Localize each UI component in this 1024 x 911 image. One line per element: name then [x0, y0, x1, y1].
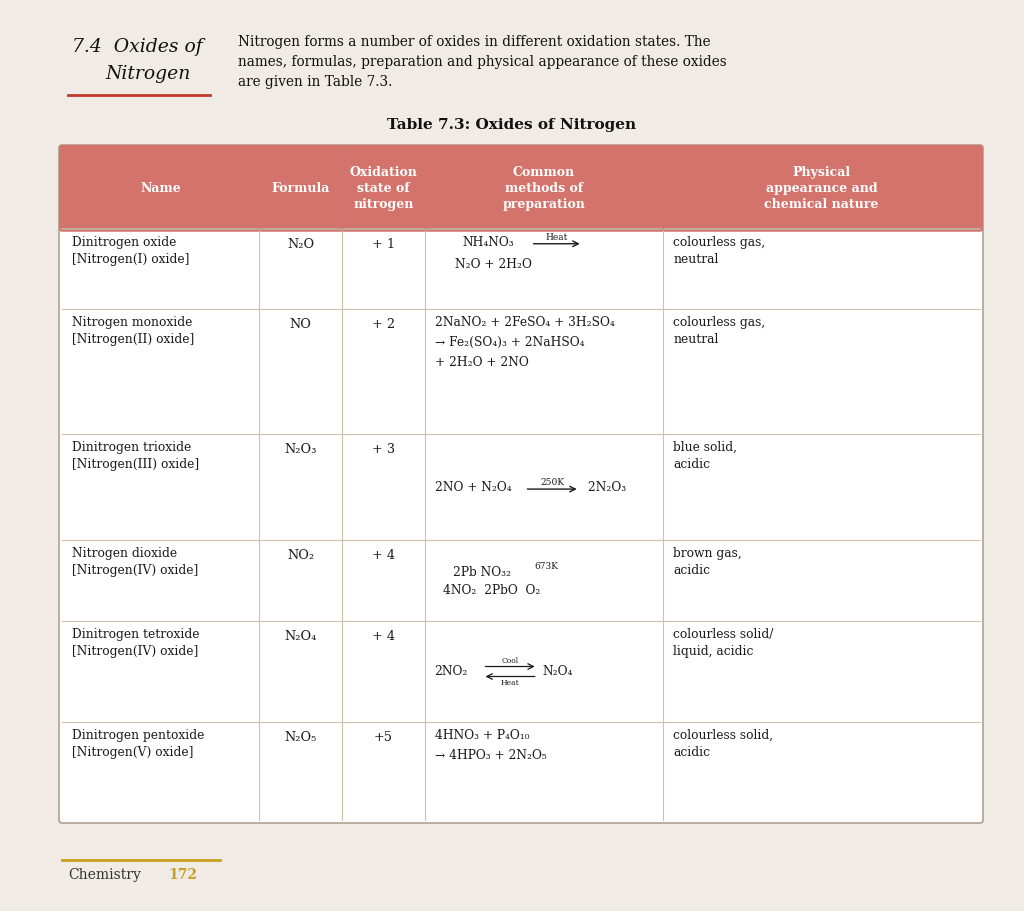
Text: Physical
appearance and
chemical nature: Physical appearance and chemical nature — [765, 166, 879, 210]
Text: 2N₂O₃: 2N₂O₃ — [584, 481, 626, 494]
Text: NO₂: NO₂ — [287, 549, 314, 562]
Text: colourless solid,
acidic: colourless solid, acidic — [674, 729, 773, 759]
FancyBboxPatch shape — [59, 145, 983, 823]
Text: 172: 172 — [168, 868, 197, 882]
Text: +5: +5 — [374, 732, 393, 744]
Text: + 4: + 4 — [372, 630, 395, 643]
Text: N₂O₄: N₂O₄ — [543, 665, 573, 678]
Text: Chemistry: Chemistry — [68, 868, 141, 882]
Text: brown gas,
acidic: brown gas, acidic — [674, 548, 742, 577]
Text: colourless solid/
liquid, acidic: colourless solid/ liquid, acidic — [674, 628, 774, 658]
Text: N₂O₅: N₂O₅ — [285, 732, 316, 744]
Text: colourless gas,
neutral: colourless gas, neutral — [674, 316, 766, 346]
Text: 4NO₂  2PbO  O₂: 4NO₂ 2PbO O₂ — [442, 585, 540, 598]
Text: Table 7.3: Oxides of Nitrogen: Table 7.3: Oxides of Nitrogen — [387, 118, 637, 132]
Text: NO: NO — [290, 318, 311, 331]
Text: colourless gas,
neutral: colourless gas, neutral — [674, 236, 766, 266]
Text: N₂O: N₂O — [287, 238, 314, 251]
Text: + 3: + 3 — [372, 443, 395, 456]
Text: are given in Table 7.3.: are given in Table 7.3. — [238, 75, 392, 89]
Text: 673K: 673K — [535, 562, 559, 571]
Text: blue solid,
acidic: blue solid, acidic — [674, 441, 737, 471]
Text: 250K: 250K — [540, 478, 564, 487]
Text: Cool: Cool — [502, 657, 519, 664]
Text: Dinitrogen pentoxide
[Nitrogen(V) oxide]: Dinitrogen pentoxide [Nitrogen(V) oxide] — [72, 729, 205, 759]
Text: 4HNO₃ + P₄O₁₀: 4HNO₃ + P₄O₁₀ — [434, 729, 529, 742]
Text: Nitrogen dioxide
[Nitrogen(IV) oxide]: Nitrogen dioxide [Nitrogen(IV) oxide] — [72, 548, 199, 577]
Text: Oxidation
state of
nitrogen: Oxidation state of nitrogen — [349, 166, 417, 210]
Text: Dinitrogen trioxide
[Nitrogen(III) oxide]: Dinitrogen trioxide [Nitrogen(III) oxide… — [72, 441, 199, 471]
Text: Nitrogen: Nitrogen — [105, 65, 190, 83]
FancyBboxPatch shape — [59, 145, 983, 231]
Text: Dinitrogen oxide
[Nitrogen(I) oxide]: Dinitrogen oxide [Nitrogen(I) oxide] — [72, 236, 189, 266]
Text: N₂O₃: N₂O₃ — [285, 443, 316, 456]
Text: Name: Name — [140, 182, 181, 195]
Text: 2NaNO₂ + 2FeSO₄ + 3H₂SO₄: 2NaNO₂ + 2FeSO₄ + 3H₂SO₄ — [434, 316, 614, 329]
Bar — [62, 189, 980, 229]
Text: Nitrogen monoxide
[Nitrogen(II) oxide]: Nitrogen monoxide [Nitrogen(II) oxide] — [72, 316, 195, 346]
Text: NH₄NO₃: NH₄NO₃ — [463, 236, 514, 249]
Text: 2NO + N₂O₄: 2NO + N₂O₄ — [434, 481, 511, 494]
Text: → Fe₂(SO₄)₃ + 2NaHSO₄: → Fe₂(SO₄)₃ + 2NaHSO₄ — [434, 336, 584, 349]
Text: 2NO₂: 2NO₂ — [434, 665, 468, 678]
Text: → 4HPO₃ + 2N₂O₅: → 4HPO₃ + 2N₂O₅ — [434, 749, 547, 763]
Text: names, formulas, preparation and physical appearance of these oxides: names, formulas, preparation and physica… — [238, 55, 727, 69]
Text: N₂O + 2H₂O: N₂O + 2H₂O — [455, 258, 531, 271]
Text: 2Pb NO₃₂: 2Pb NO₃₂ — [453, 567, 511, 579]
Text: 7.4  Oxides of: 7.4 Oxides of — [72, 38, 203, 56]
Text: + 4: + 4 — [372, 549, 395, 562]
Text: Formula: Formula — [271, 182, 330, 195]
Text: + 2: + 2 — [372, 318, 395, 331]
Text: + 2H₂O + 2NO: + 2H₂O + 2NO — [434, 356, 528, 369]
Text: Dinitrogen tetroxide
[Nitrogen(IV) oxide]: Dinitrogen tetroxide [Nitrogen(IV) oxide… — [72, 628, 200, 658]
Text: Heat: Heat — [501, 679, 519, 687]
Text: Common
methods of
preparation: Common methods of preparation — [503, 166, 586, 210]
Text: Nitrogen forms a number of oxides in different oxidation states. The: Nitrogen forms a number of oxides in dif… — [238, 35, 711, 49]
Text: + 1: + 1 — [372, 238, 395, 251]
Text: N₂O₄: N₂O₄ — [285, 630, 316, 643]
Text: Heat: Heat — [546, 232, 567, 241]
